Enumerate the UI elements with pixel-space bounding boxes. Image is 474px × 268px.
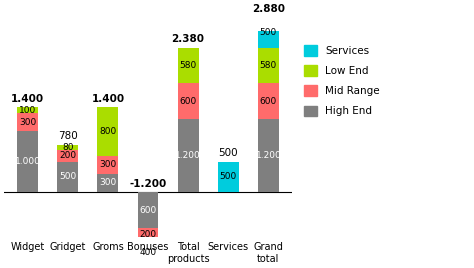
Bar — [17, 131, 38, 192]
Bar — [178, 83, 199, 119]
Bar — [178, 119, 199, 192]
Text: 2.380: 2.380 — [172, 35, 205, 44]
Text: 1.200: 1.200 — [255, 151, 281, 160]
Bar — [178, 48, 199, 83]
Bar — [137, 228, 158, 240]
Bar — [57, 162, 78, 192]
Text: 80: 80 — [62, 143, 73, 152]
Bar — [57, 145, 78, 150]
Text: 780: 780 — [58, 131, 78, 142]
Text: 500: 500 — [219, 172, 237, 181]
Bar — [218, 162, 238, 192]
Bar — [98, 107, 118, 156]
Text: 580: 580 — [180, 61, 197, 70]
Text: 400: 400 — [139, 248, 156, 257]
Text: 1.000: 1.000 — [15, 157, 41, 166]
Text: 300: 300 — [99, 160, 117, 169]
Text: 100: 100 — [19, 106, 36, 115]
Text: -1.200: -1.200 — [129, 178, 167, 189]
Text: 2.880: 2.880 — [252, 4, 285, 14]
Bar — [258, 119, 279, 192]
Bar — [98, 174, 118, 192]
Bar — [17, 113, 38, 131]
Text: 1.400: 1.400 — [11, 94, 44, 104]
Text: 300: 300 — [19, 118, 36, 127]
Text: 500: 500 — [59, 172, 76, 181]
Text: 500: 500 — [260, 28, 277, 37]
Text: 600: 600 — [260, 96, 277, 106]
Text: 300: 300 — [99, 178, 117, 187]
Text: 1.200: 1.200 — [175, 151, 201, 160]
Bar — [258, 17, 279, 48]
Bar — [137, 192, 158, 228]
Text: 600: 600 — [180, 96, 197, 106]
Bar — [57, 150, 78, 162]
Text: 200: 200 — [59, 151, 76, 160]
Text: 200: 200 — [139, 230, 156, 239]
Legend: Services, Low End, Mid Range, High End: Services, Low End, Mid Range, High End — [300, 41, 384, 121]
Text: 580: 580 — [260, 61, 277, 70]
Bar — [258, 83, 279, 119]
Text: 500: 500 — [219, 148, 238, 158]
Bar — [98, 156, 118, 174]
Text: 1.400: 1.400 — [91, 94, 125, 104]
Bar — [17, 107, 38, 113]
Bar — [137, 240, 158, 265]
Bar — [258, 48, 279, 83]
Text: 600: 600 — [139, 206, 156, 215]
Text: 800: 800 — [99, 127, 117, 136]
